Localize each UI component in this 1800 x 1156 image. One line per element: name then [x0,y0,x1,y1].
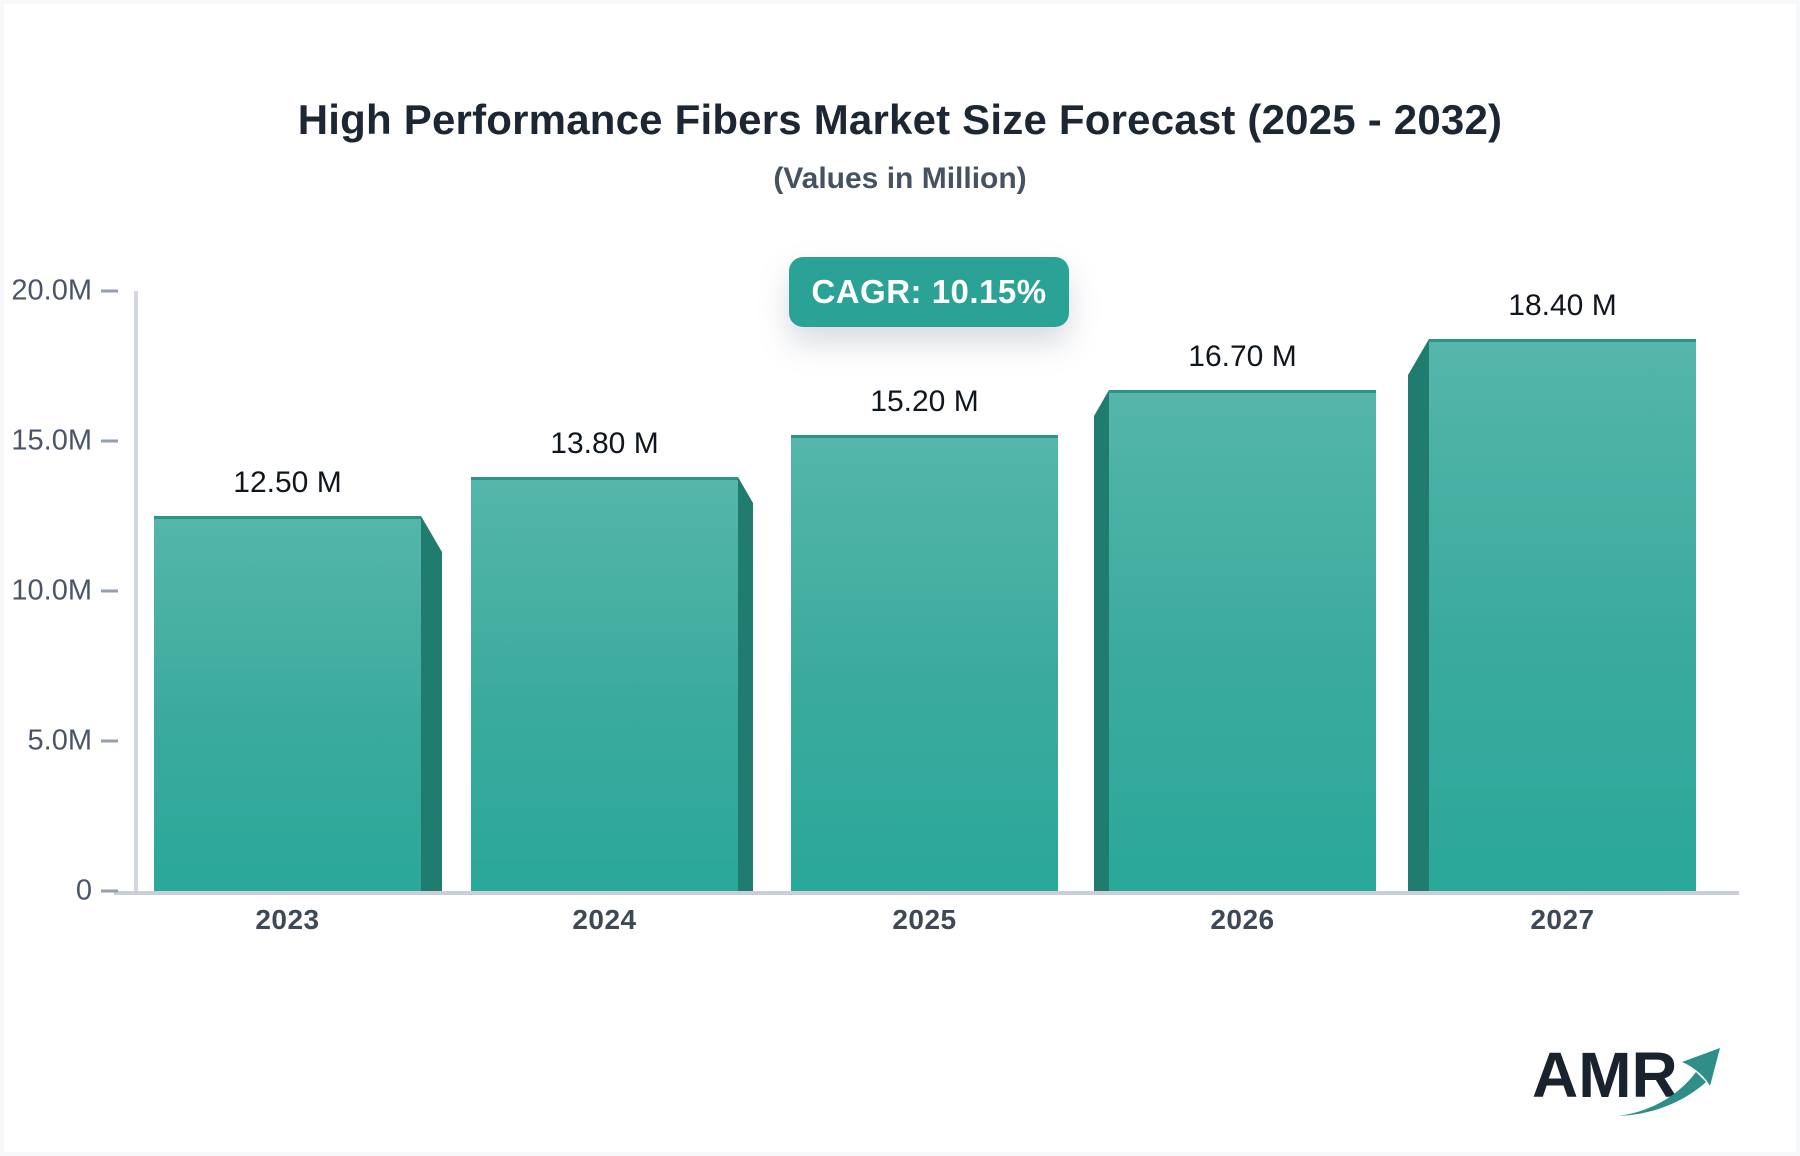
bar-3d-side [421,516,442,891]
x-tick-label: 2024 [572,904,637,935]
bar-2026 [1109,390,1376,891]
y-tick-label: 15.0M [11,424,92,457]
bar-3d-side [1408,339,1429,891]
bar-value-label: 12.50 M [233,466,342,499]
bar-2025 [791,435,1058,891]
y-tick-label: 20.0M [11,274,92,307]
y-tick-mark [101,439,118,443]
bar-2027 [1429,339,1696,891]
chart-title: High Performance Fibers Market Size Fore… [297,96,1503,143]
y-tick-label: 10.0M [11,574,92,607]
x-tick-label: 2027 [1530,904,1595,935]
y-tick-mark [101,739,118,743]
chart-subtitle: (Values in Million) [773,162,1027,195]
y-axis-line [134,291,138,895]
y-tick-mark [101,589,118,593]
bar-value-label: 15.20 M [870,385,979,418]
bar-3d-side [738,477,753,891]
y-tick-mark [101,889,118,893]
x-tick-label: 2023 [255,904,320,935]
amr-logo: AMR [1524,1034,1734,1124]
y-tick-label: 5.0M [27,724,92,757]
y-tick-mark [101,289,118,293]
cagr-badge: CAGR: 10.15% [789,257,1069,327]
x-axis-line [114,891,1739,895]
amr-logo-text: AMR [1532,1039,1678,1111]
cagr-badge-label: CAGR: 10.15% [811,273,1047,310]
bar-value-label: 13.80 M [550,427,659,460]
plot-area: 20.0M 15.0M 10.0M 5.0M 0 12.50 M 13.80 M 15.20… [4,4,1796,1152]
x-tick-label: 2026 [1210,904,1275,935]
growth-arrow-icon [1618,1048,1720,1116]
bar-2024 [471,477,738,891]
bar-value-label: 16.70 M [1188,340,1297,373]
bar-value-label: 18.40 M [1508,289,1617,322]
x-tick-label: 2025 [892,904,957,935]
bar-2023 [154,516,421,891]
bar-3d-side [1094,390,1109,891]
y-tick-label: 0 [75,874,92,907]
